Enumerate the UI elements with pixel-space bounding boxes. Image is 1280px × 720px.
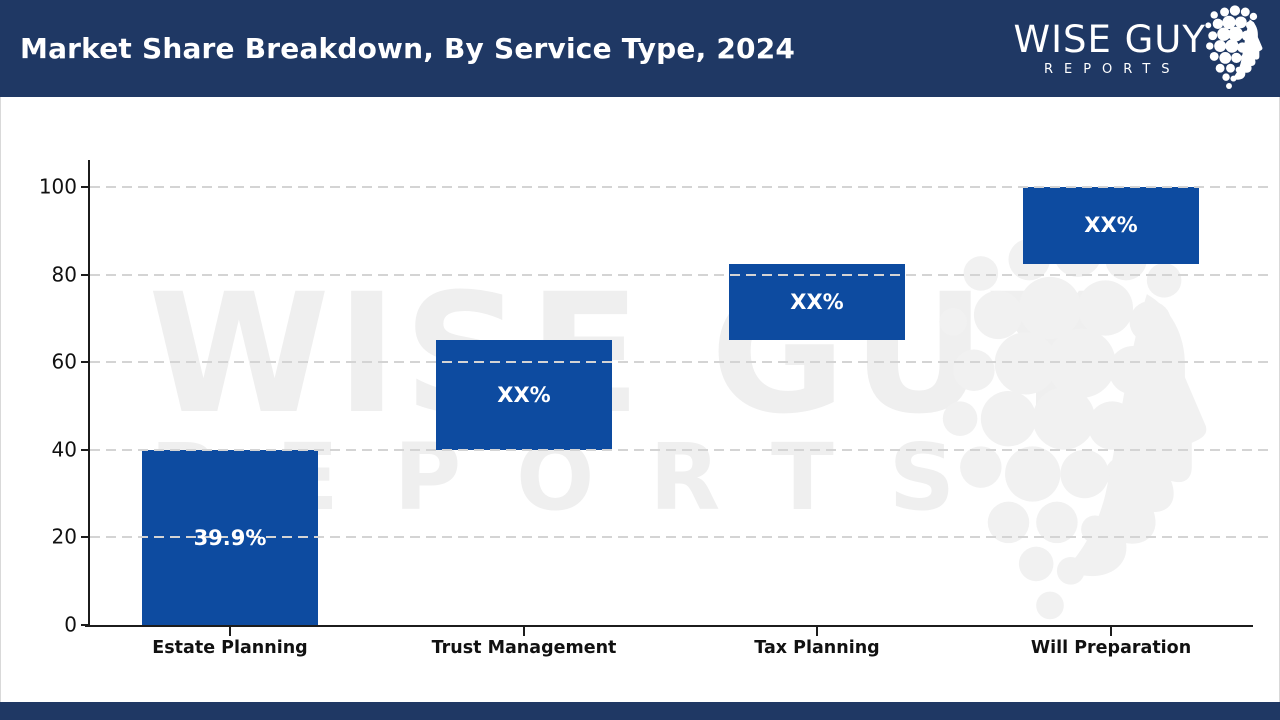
- chart-title: Market Share Breakdown, By Service Type,…: [20, 32, 796, 65]
- gridline-40: [90, 448, 1272, 451]
- y-tick-label-40: 40: [51, 437, 77, 462]
- dotted-head-profile-icon: [1192, 4, 1266, 94]
- bar-value-label-estate-planning: 39.9%: [193, 525, 267, 550]
- bar-value-label-trust-management: XX%: [497, 383, 551, 408]
- bar-tax-planning: [729, 263, 905, 341]
- y-tick-label-100: 100: [38, 174, 77, 199]
- bar-will-preparation: [1023, 187, 1199, 264]
- wiseguy-logo: WISE GUY REPORTS: [1014, 4, 1266, 94]
- category-label-will-preparation: Will Preparation: [1030, 638, 1192, 658]
- x-axis: [85, 625, 1253, 627]
- x-tick-trust-management: [523, 627, 525, 636]
- watermark-head-profile-icon: [865, 225, 1235, 640]
- bar-value-label-tax-planning: XX%: [790, 289, 844, 314]
- x-tick-tax-planning: [816, 627, 818, 636]
- header-bar: Market Share Breakdown, By Service Type,…: [0, 0, 1280, 97]
- logo-subtext: REPORTS: [1043, 61, 1181, 77]
- x-tick-estate-planning: [229, 627, 231, 636]
- y-tick-label-0: 0: [64, 612, 77, 637]
- y-tick-60: [81, 361, 90, 364]
- x-tick-will-preparation: [1110, 627, 1112, 636]
- gridline-20: [90, 536, 1272, 539]
- bar-trust-management: [436, 340, 612, 450]
- bar-value-label-will-preparation: XX%: [1084, 213, 1138, 238]
- y-tick-80: [81, 273, 90, 276]
- y-tick-20: [81, 536, 90, 539]
- category-label-estate-planning: Estate Planning: [152, 638, 308, 658]
- y-tick-100: [81, 186, 90, 188]
- gridline-60: [90, 361, 1272, 364]
- y-tick-label-20: 20: [51, 524, 77, 549]
- gridline-100: [90, 186, 1272, 188]
- logo-text: WISE GUY REPORTS: [1014, 21, 1206, 77]
- gridline-80: [90, 273, 1272, 276]
- category-label-trust-management: Trust Management: [431, 638, 617, 658]
- y-tick-40: [81, 448, 90, 451]
- footer-bar: [0, 702, 1280, 720]
- y-tick-label-60: 60: [51, 349, 77, 374]
- y-axis: [88, 160, 90, 627]
- logo-wordmark: WISE GUY: [1013, 17, 1206, 61]
- y-tick-label-80: 80: [51, 262, 77, 287]
- category-label-tax-planning: Tax Planning: [754, 638, 880, 658]
